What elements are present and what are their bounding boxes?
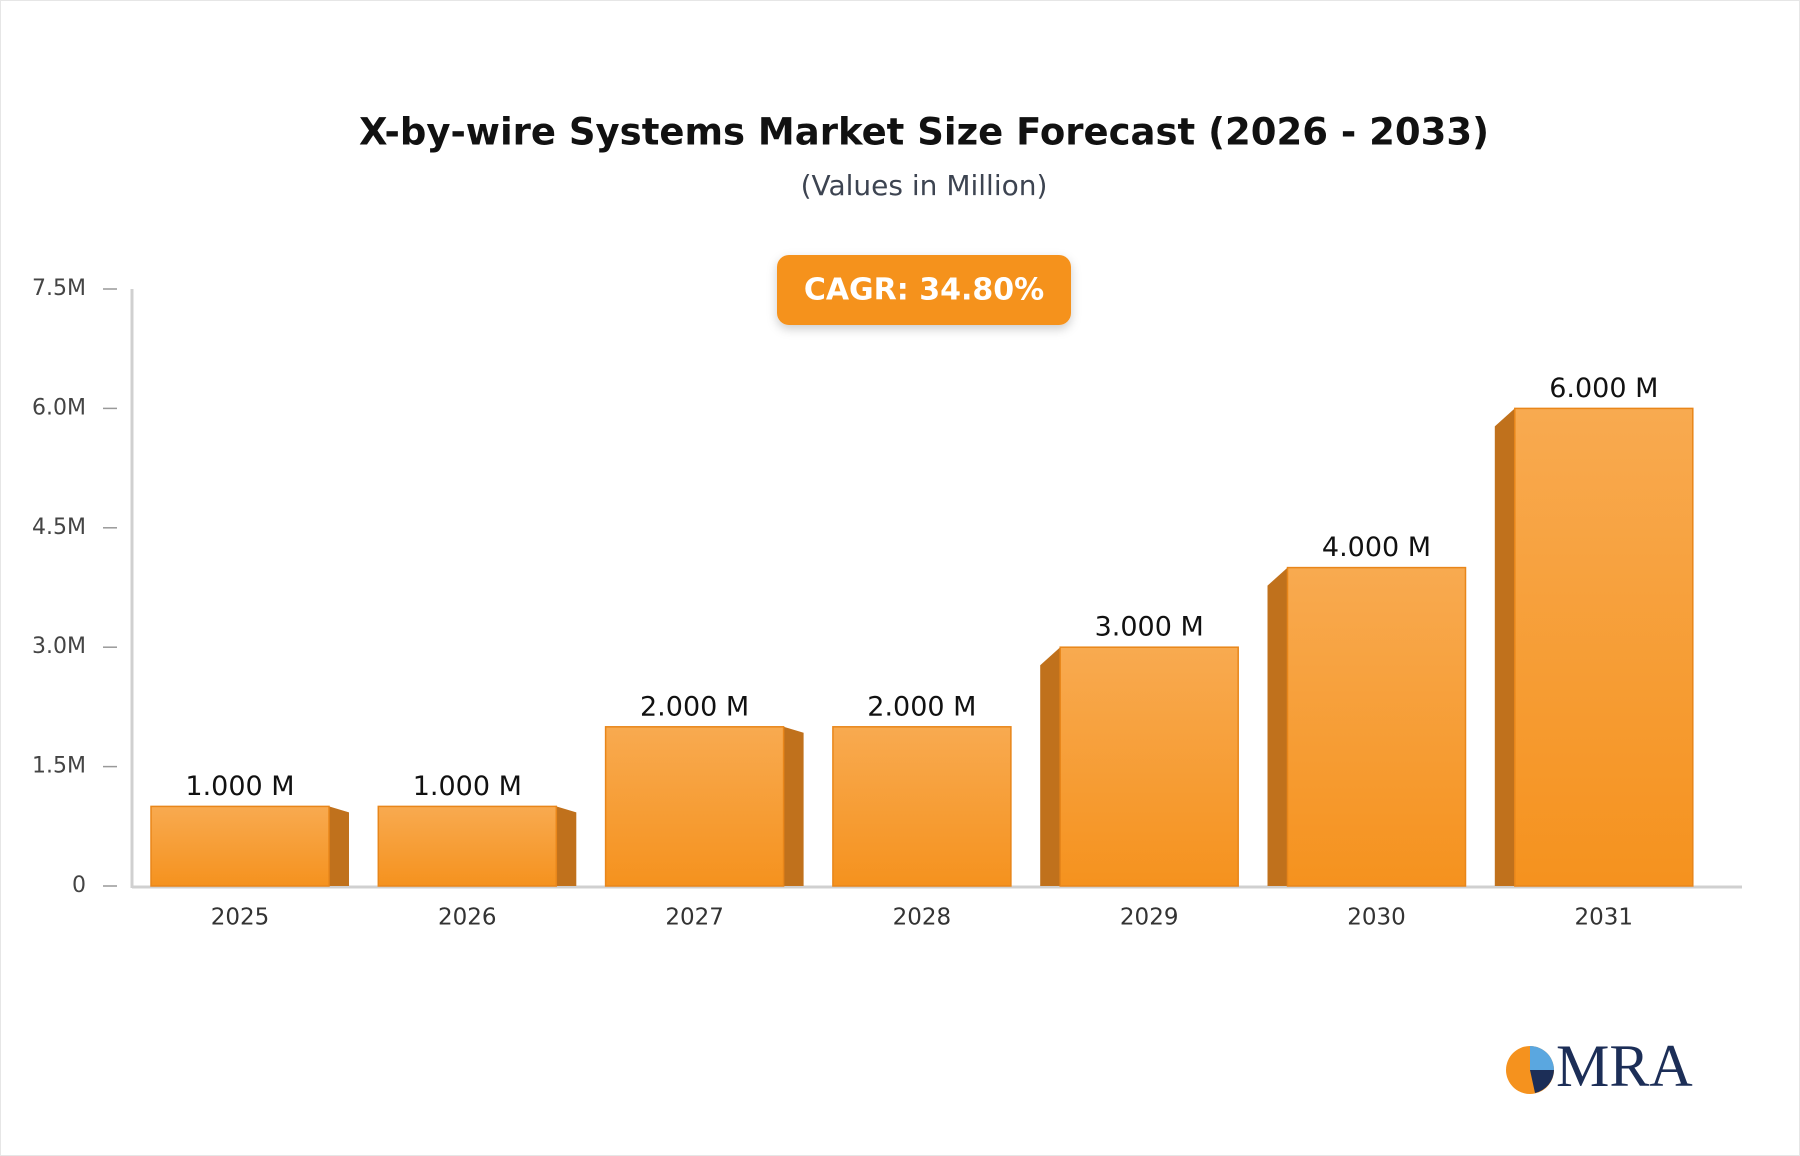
chart-subtitle: (Values in Million): [801, 169, 1048, 202]
value-label: 1.000 M: [413, 771, 522, 802]
x-tick-label: 2031: [1575, 905, 1634, 931]
y-tick-label: 7.5M: [32, 276, 86, 301]
x-tick-label: 2026: [438, 905, 497, 931]
value-label: 1.000 M: [185, 771, 294, 802]
y-tick-label: 4.5M: [32, 515, 86, 540]
bar-side: [783, 726, 804, 886]
value-label: 3.000 M: [1095, 612, 1204, 643]
bar-side: [1267, 567, 1288, 886]
value-label: 6.000 M: [1549, 373, 1658, 404]
bar-side: [1494, 408, 1515, 886]
x-tick-label: 2025: [211, 905, 270, 931]
y-tick-label: 0: [72, 873, 86, 898]
bar-side: [329, 806, 349, 886]
bar: [1059, 646, 1239, 887]
logo: MRA: [1506, 1033, 1693, 1099]
chart-title: X-by-wire Systems Market Size Forecast (…: [359, 111, 1489, 154]
x-tick-label: 2029: [1120, 905, 1179, 931]
logo-text: MRA: [1556, 1033, 1693, 1099]
bar: [1514, 407, 1694, 887]
x-tick-label: 2030: [1347, 905, 1406, 931]
cagr-badge: [777, 255, 1071, 325]
bar-side: [556, 806, 577, 886]
y-tick-label: 1.5M: [32, 754, 86, 779]
bar: [1286, 566, 1467, 887]
logo-icon-slice: [1530, 1046, 1554, 1070]
y-tick-label: 3.0M: [32, 634, 86, 659]
logo-icon-slice: [1530, 1070, 1554, 1093]
y-tick-label: 6.0M: [32, 395, 86, 420]
value-label: 4.000 M: [1322, 532, 1431, 563]
cagr-text: CAGR: 34.80%: [804, 273, 1044, 308]
bar: [150, 805, 330, 887]
x-tick-label: 2028: [893, 905, 952, 931]
bar: [832, 726, 1012, 887]
value-label: 2.000 M: [640, 691, 749, 722]
value-label: 2.000 M: [867, 691, 976, 722]
bar-side: [1040, 647, 1061, 886]
bar: [377, 805, 558, 887]
x-tick-label: 2027: [665, 905, 724, 931]
bar: [604, 726, 785, 887]
